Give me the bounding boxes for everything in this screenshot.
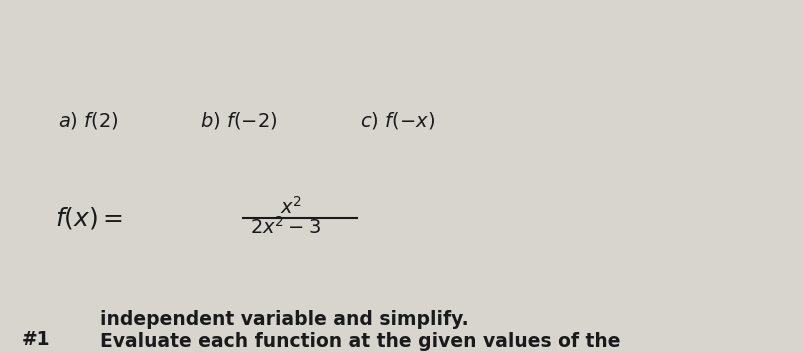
Text: $f(x) =$: $f(x) =$ [55,205,123,231]
Text: $x^2$: $x^2$ [279,196,302,218]
Text: #1: #1 [22,330,51,349]
Text: $2x^2- 3$: $2x^2- 3$ [250,216,320,238]
Text: independent variable and simplify.: independent variable and simplify. [100,310,468,329]
Text: $c)\ f(-x)$: $c)\ f(-x)$ [360,110,434,131]
Text: $a)\ f(2)$: $a)\ f(2)$ [58,110,119,131]
Text: $b)\ f(-2)$: $b)\ f(-2)$ [200,110,277,131]
Text: Evaluate each function at the given values of the: Evaluate each function at the given valu… [100,332,620,351]
